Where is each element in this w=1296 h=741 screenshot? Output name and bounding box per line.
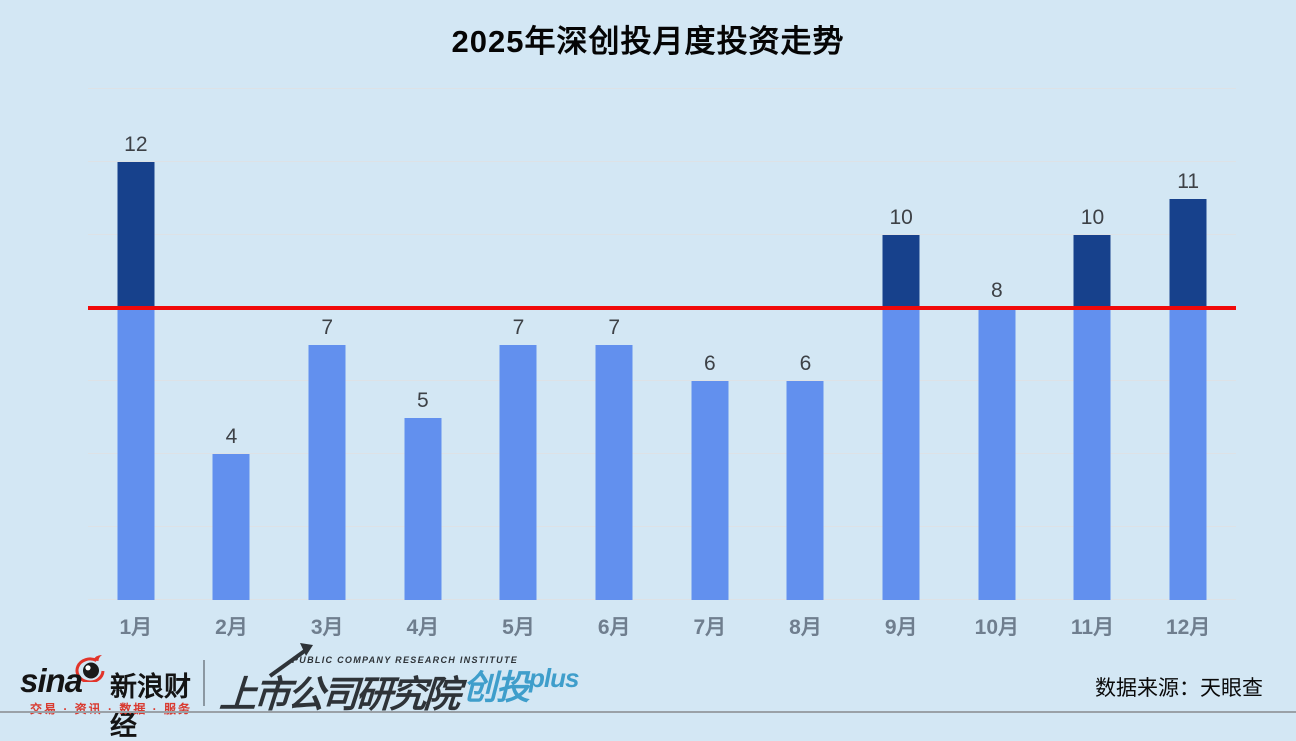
institute-name-en: PUBLIC COMPANY RESEARCH INSTITUTE	[292, 655, 519, 665]
institute-name-cn: 上市公司研究院	[218, 674, 460, 715]
bar-value-label: 4	[225, 425, 238, 448]
data-source-label: 数据来源：天眼查	[1095, 677, 1263, 700]
x-axis-tick-label: 9月	[884, 616, 918, 639]
bar-segment-below-line	[308, 344, 346, 600]
bar-segment-below-line	[882, 308, 920, 600]
bar-value-label: 10	[1080, 206, 1105, 229]
bar-segment-above-line	[1169, 198, 1207, 308]
x-axis-tick-label: 6月	[597, 616, 631, 639]
bar-column: 12 1月	[88, 89, 184, 639]
bar-column: 11 12月	[1140, 89, 1236, 640]
x-axis-tick-label: 1月	[119, 616, 153, 639]
bar-column: 7 6月	[566, 89, 662, 639]
sina-tagline: 交易 · 资讯 · 数据 · 服务	[30, 702, 192, 716]
product-name-suffix: plus	[529, 663, 579, 693]
x-axis-tick-label: 5月	[502, 616, 535, 639]
bar-segment-below-line	[117, 308, 155, 600]
chuangtou-plus-logo: 创投plus	[463, 660, 579, 709]
footer-divider	[203, 660, 205, 706]
sina-finance-logo: sina 新浪财经 交易 · 资讯 · 数据 · 服务	[14, 654, 204, 741]
gridline	[88, 599, 1236, 600]
bar-column: 7 5月	[471, 89, 567, 639]
bar-segment-below-line	[691, 381, 729, 600]
bar-column: 10 9月	[853, 89, 949, 639]
bar-segment-below-line	[404, 417, 442, 600]
bar-segment-below-line	[786, 381, 824, 600]
x-axis-tick-label: 12月	[1165, 616, 1211, 639]
sina-eye-icon	[72, 654, 110, 687]
x-axis-tick-label: 11月	[1070, 616, 1115, 639]
footer: sina 新浪财经 交易 · 资讯 · 数据 · 服务 PUBLIC COMPA…	[0, 643, 1296, 741]
bar-value-label: 7	[608, 315, 620, 339]
bar-value-label: 6	[703, 352, 716, 375]
gridline	[88, 234, 1236, 235]
product-name-cn: 创投	[463, 669, 530, 707]
bar-column: 7 3月	[279, 89, 375, 639]
x-axis-tick-label: 8月	[789, 616, 822, 639]
bar-value-label: 10	[889, 206, 913, 229]
bar-column: 5 4月	[375, 89, 471, 639]
bar-value-label: 8	[990, 279, 1003, 302]
bar-segment-below-line	[212, 454, 250, 600]
bar-value-label: 7	[321, 315, 333, 339]
bar-column: 6 7月	[662, 89, 758, 639]
bar-value-label: 6	[799, 352, 812, 375]
gridline	[88, 380, 1236, 381]
bar-segment-below-line	[499, 344, 537, 600]
bar-column: 6 8月	[758, 89, 854, 639]
sina-logo-text: sina	[20, 662, 83, 699]
bar-segment-below-line	[978, 308, 1016, 600]
x-axis-tick-label: 10月	[974, 616, 1019, 639]
x-axis-tick-label: 4月	[406, 616, 440, 639]
sina-brand-name: 新浪财经	[110, 672, 191, 741]
gridline	[88, 453, 1236, 454]
bar-value-label: 5	[416, 388, 429, 412]
plot-area: 12 1月 4 2月 7 3月 5 4月 7 5月 7 6月 6 7月 6 8月 10 9月 8 10月 10 11月 11…	[88, 88, 1236, 640]
bar-column: 10 11月	[1045, 89, 1141, 639]
x-axis-tick-label: 2月	[215, 616, 248, 639]
rising-arrow-icon	[266, 642, 314, 683]
bottom-rule	[0, 711, 1296, 713]
research-institute-logo: PUBLIC COMPANY RESEARCH INSTITUTE 上市公司研究…	[218, 643, 517, 715]
chart-title: 2025年深创投月度投资走势	[451, 24, 845, 59]
bar-value-label: 7	[512, 315, 525, 339]
bar-value-label: 12	[124, 133, 148, 156]
bar-segment-above-line	[117, 162, 155, 308]
bar-segment-above-line	[1073, 235, 1111, 308]
bar-column: 4 2月	[184, 89, 280, 639]
bar-segment-above-line	[882, 235, 920, 308]
x-axis-tick-label: 7月	[693, 616, 727, 639]
x-axis-tick-label: 3月	[310, 616, 344, 639]
bar-segment-below-line	[1073, 308, 1111, 600]
bar-value-label: 11	[1177, 169, 1200, 193]
reference-line	[88, 306, 1236, 310]
gridline	[88, 161, 1236, 162]
bar-segment-below-line	[1169, 308, 1207, 600]
bar-column: 8 10月	[949, 89, 1045, 639]
gridline	[88, 88, 1236, 89]
bar-segment-below-line	[595, 344, 633, 600]
gridline	[88, 526, 1236, 527]
